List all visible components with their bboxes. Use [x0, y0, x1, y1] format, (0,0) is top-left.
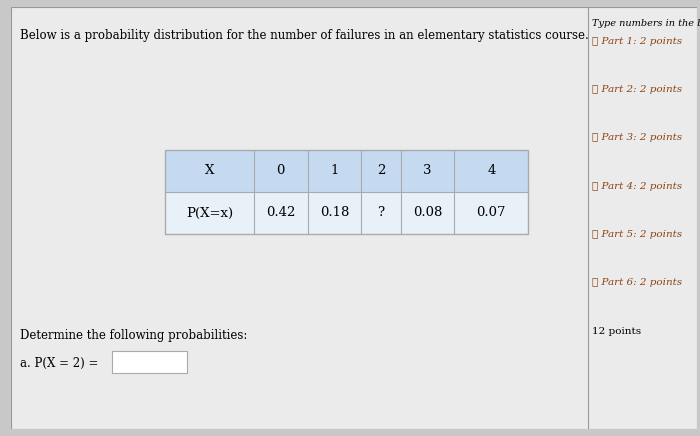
Text: ✔ Part 3: 2 points: ✔ Part 3: 2 points — [592, 133, 682, 143]
Text: 2: 2 — [377, 164, 385, 177]
Text: a. P(X = 2) =: a. P(X = 2) = — [20, 357, 99, 370]
Text: ✔ Part 2: 2 points: ✔ Part 2: 2 points — [592, 85, 682, 94]
Text: X: X — [204, 164, 214, 177]
Text: 0: 0 — [276, 164, 285, 177]
Text: ?: ? — [377, 207, 384, 219]
Text: Type numbers in the boxes.: Type numbers in the boxes. — [592, 19, 700, 27]
Text: 1: 1 — [330, 164, 339, 177]
Bar — [164, 150, 528, 192]
Text: ✔ Part 5: 2 points: ✔ Part 5: 2 points — [592, 230, 682, 239]
Text: Determine the following probabilities:: Determine the following probabilities: — [20, 329, 248, 342]
Text: 3: 3 — [424, 164, 432, 177]
Bar — [112, 351, 187, 373]
Text: ✔ Part 4: 2 points: ✔ Part 4: 2 points — [592, 182, 682, 191]
Text: 12 points: 12 points — [592, 327, 641, 336]
Text: 0.18: 0.18 — [320, 207, 349, 219]
Text: ✔ Part 6: 2 points: ✔ Part 6: 2 points — [592, 279, 682, 287]
Text: Below is a probability distribution for the number of failures in an elementary : Below is a probability distribution for … — [20, 29, 589, 42]
Text: 0.07: 0.07 — [477, 207, 506, 219]
Text: 0.42: 0.42 — [266, 207, 295, 219]
Bar — [164, 192, 528, 234]
Text: 4: 4 — [487, 164, 496, 177]
Bar — [164, 150, 528, 234]
Text: P(X=x): P(X=x) — [186, 207, 233, 219]
Text: 0.08: 0.08 — [413, 207, 442, 219]
Text: ✔ Part 1: 2 points: ✔ Part 1: 2 points — [592, 37, 682, 46]
